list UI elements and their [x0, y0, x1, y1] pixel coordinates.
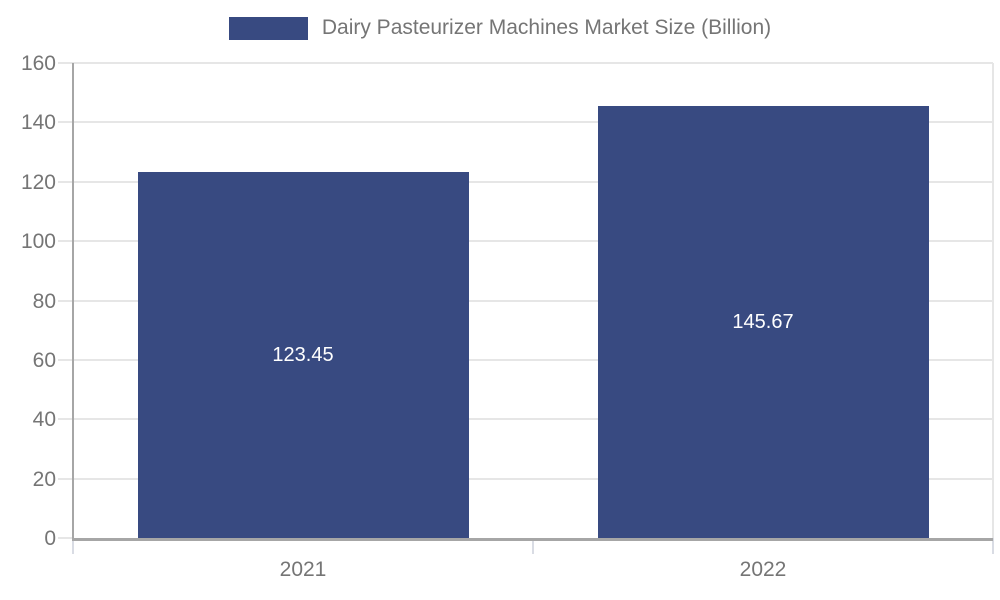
plot-right-border [992, 63, 994, 552]
x-axis-label: 2021 [279, 558, 327, 581]
x-axis-tick [532, 538, 534, 554]
bar-value-label: 145.67 [732, 311, 794, 333]
x-axis-line [72, 538, 993, 541]
y-axis-tick-label: 60 [32, 349, 56, 372]
bar [598, 106, 929, 538]
y-axis-tick-label: 40 [32, 408, 56, 431]
y-gridline [73, 121, 993, 123]
legend-swatch [228, 16, 308, 40]
x-axis-tick [992, 538, 994, 554]
y-axis-tick-label: 80 [32, 290, 56, 313]
x-axis-tick [72, 538, 74, 554]
y-gridline [73, 418, 993, 420]
y-gridline [73, 240, 993, 242]
legend: Dairy Pasteurizer Machines Market Size (… [0, 15, 1000, 41]
y-gridline [73, 359, 993, 361]
y-axis-tick [58, 62, 73, 64]
y-axis-tick-label: 160 [20, 52, 56, 75]
y-axis-tick [58, 537, 73, 539]
y-axis-tick-label: 0 [44, 527, 56, 550]
y-axis-tick-label: 140 [20, 111, 56, 134]
y-axis-tick [58, 300, 73, 302]
y-axis-tick [58, 418, 73, 420]
y-axis-tick [58, 121, 73, 123]
y-axis-tick-label: 20 [32, 468, 56, 491]
y-axis-tick [58, 240, 73, 242]
y-axis-line [72, 63, 74, 538]
y-axis-tick [58, 359, 73, 361]
y-axis-tick-label: 100 [20, 230, 56, 253]
y-axis-tick-label: 120 [20, 171, 56, 194]
y-axis-tick [58, 181, 73, 183]
legend-label: Dairy Pasteurizer Machines Market Size (… [321, 16, 772, 39]
y-gridline [73, 300, 993, 302]
y-gridline [73, 478, 993, 480]
bar [138, 172, 469, 538]
y-gridline [73, 62, 993, 64]
bar-value-label: 123.45 [272, 344, 334, 366]
y-gridline [73, 181, 993, 183]
y-axis-tick [58, 478, 73, 480]
x-axis-label: 2022 [739, 558, 787, 581]
